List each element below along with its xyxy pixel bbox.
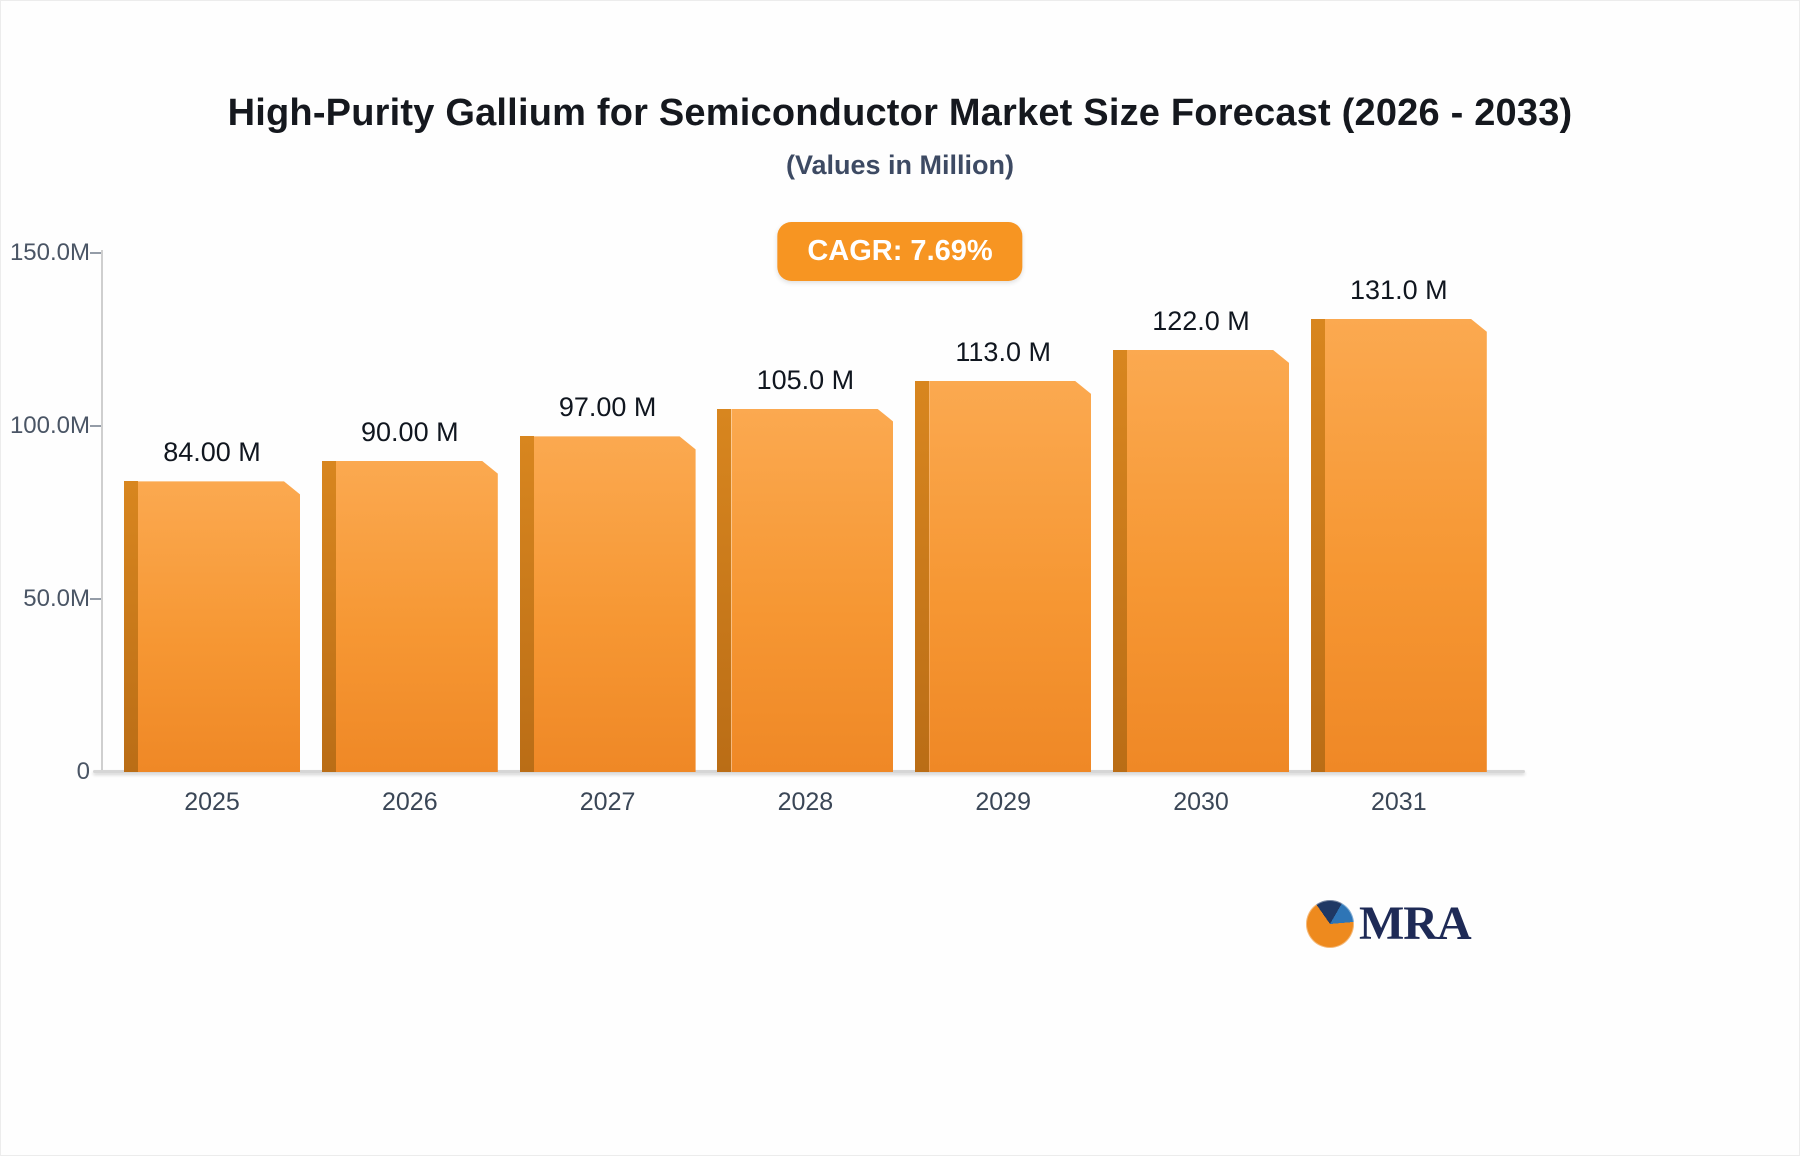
- y-axis-tick-mark: [90, 252, 101, 254]
- bar-value-label: 122.0 M: [1152, 305, 1250, 336]
- bar-side-face: [321, 460, 336, 772]
- bar-side-face: [1310, 318, 1325, 772]
- y-axis-tick-label: 100.0M: [9, 412, 90, 439]
- bar-side-face: [519, 436, 534, 772]
- x-axis-category-label: 2031: [1370, 788, 1427, 816]
- bar-value-label: 97.00 M: [558, 392, 657, 423]
- x-axis-category-label: 2028: [777, 788, 834, 816]
- bar-front-face: [1325, 319, 1487, 772]
- bar-value-label: 105.0 M: [756, 364, 855, 395]
- y-axis-tick-mark: [90, 598, 101, 600]
- mra-logo-pie-icon: [1306, 900, 1354, 948]
- y-axis-line: [101, 250, 103, 772]
- bar-front-face: [336, 461, 498, 772]
- bar-value-label: 84.00 M: [163, 437, 261, 468]
- bar-2030: [1113, 349, 1289, 772]
- cagr-badge-label: CAGR: 7.69%: [807, 235, 993, 267]
- chart-subtitle: (Values in Million): [785, 150, 1015, 180]
- bar-side-face: [717, 408, 732, 772]
- bar-2029: [915, 381, 1091, 772]
- x-axis-category-label: 2030: [1173, 788, 1229, 816]
- bar-side-face: [1113, 349, 1127, 772]
- bar-front-face: [929, 381, 1091, 772]
- x-axis-category-label: 2025: [184, 788, 240, 816]
- bar-2026: [321, 460, 498, 772]
- bar-front-face: [1127, 350, 1289, 772]
- bar-2031: [1310, 318, 1487, 772]
- bar-front-face: [534, 436, 696, 772]
- bar-value-label: 113.0 M: [955, 337, 1051, 368]
- bar-value-label: 131.0 M: [1350, 274, 1448, 305]
- y-axis-tick-mark: [90, 425, 101, 427]
- mra-logo: MRA: [1306, 897, 1472, 950]
- cagr-badge: CAGR: 7.69%: [777, 222, 1023, 281]
- bar-2028: [717, 408, 893, 772]
- bar-2027: [519, 436, 696, 772]
- bar-side-face: [124, 481, 138, 772]
- x-axis-category-label: 2026: [381, 788, 438, 816]
- y-axis-tick-label: 0: [76, 758, 90, 785]
- bar-side-face: [915, 381, 930, 772]
- y-axis-tick-label: 150.0M: [9, 239, 90, 266]
- x-axis-category-label: 2029: [975, 788, 1031, 816]
- bar-2025: [124, 481, 300, 772]
- bar-front-face: [138, 481, 300, 772]
- bar-front-face: [731, 409, 893, 772]
- y-axis-tick-label: 50.0M: [23, 585, 90, 612]
- chart-title: High-Purity Gallium for Semiconductor Ma…: [227, 92, 1573, 134]
- bar-value-label: 90.00 M: [361, 416, 459, 447]
- mra-logo-text: MRA: [1359, 897, 1472, 950]
- x-axis-category-label: 2027: [579, 788, 636, 816]
